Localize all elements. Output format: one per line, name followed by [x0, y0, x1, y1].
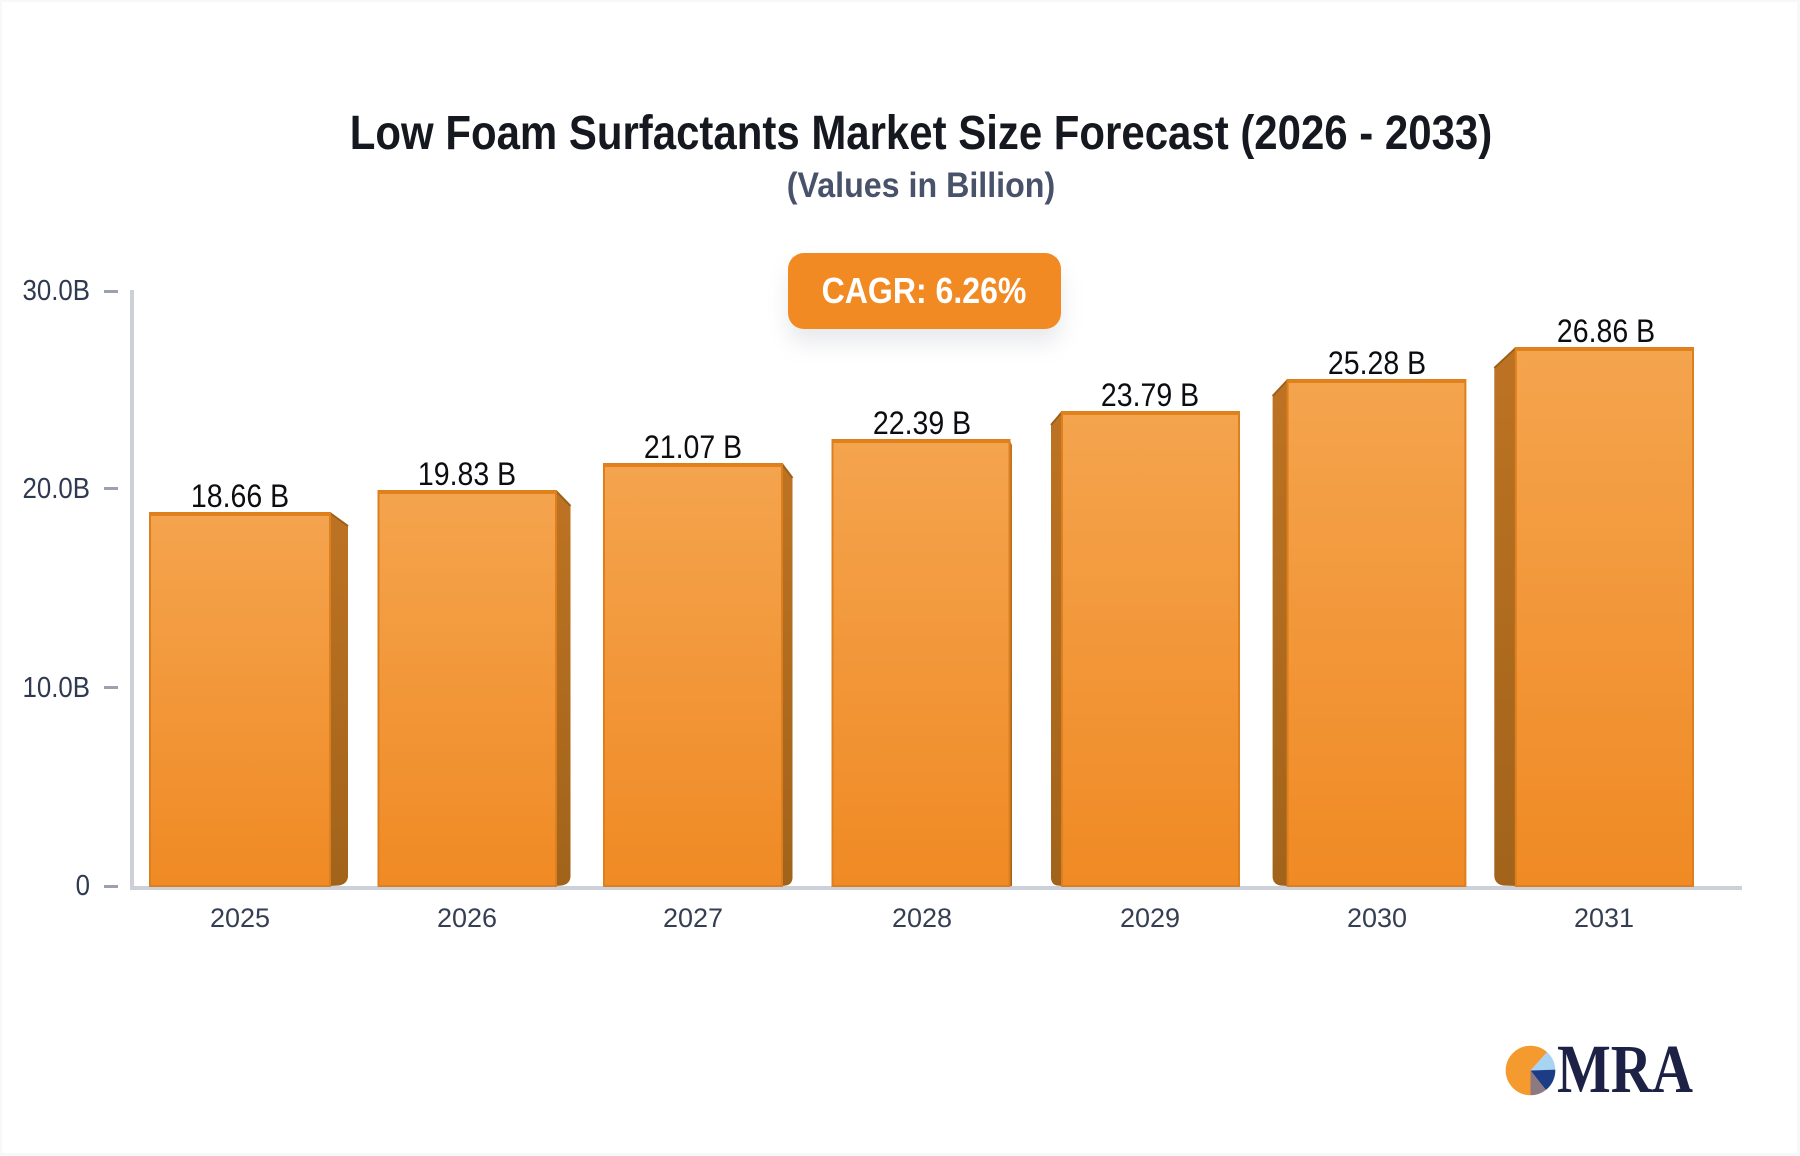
svg-text:MRA: MRA [1557, 1031, 1693, 1107]
